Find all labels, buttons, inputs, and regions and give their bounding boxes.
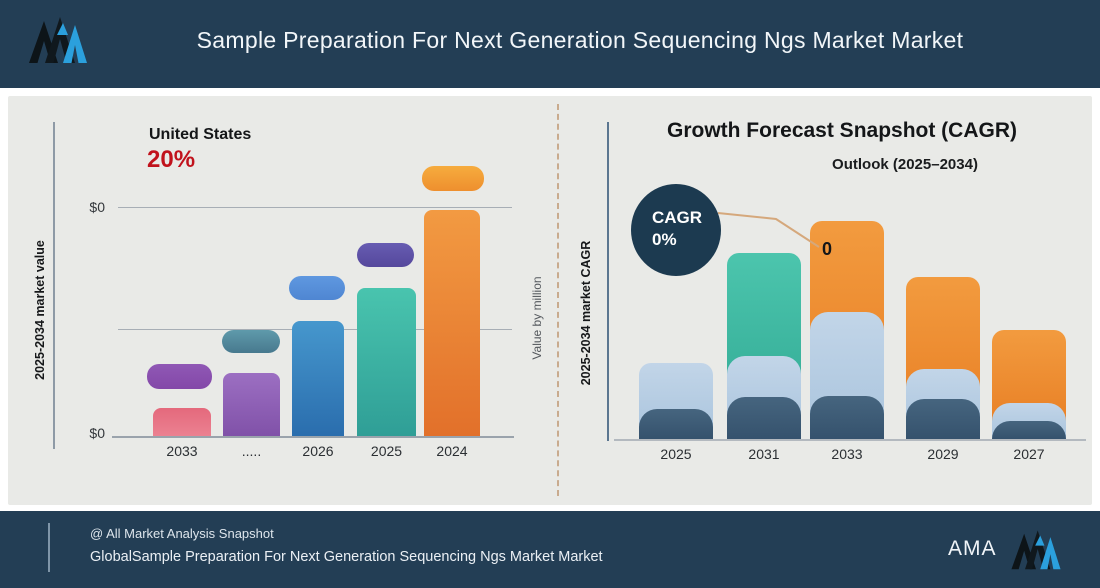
x-tick-label: 2031 xyxy=(748,446,780,462)
floating-cap-2025 xyxy=(357,243,414,267)
left-chart-title: United States xyxy=(149,126,252,143)
left-chart-x-axis xyxy=(112,436,514,438)
page-title: Sample Preparation For Next Generation S… xyxy=(196,27,964,53)
stack-segment-2029-navy xyxy=(906,399,980,439)
left-chart-y-axis xyxy=(53,122,55,449)
footer-ama-logo-icon xyxy=(1011,530,1061,570)
footer-tagline: @ All Market Analysis Snapshot xyxy=(90,526,274,541)
x-tick-label: 2025 xyxy=(660,446,692,462)
cagr-badge: CAGR 0% xyxy=(631,184,721,276)
footer-brand-text: AMA xyxy=(948,537,997,560)
footer-divider xyxy=(48,523,50,572)
right-chart-y-axis xyxy=(607,122,609,441)
y-tick-label-bottom: $0 xyxy=(89,425,105,441)
gridline-top xyxy=(118,207,512,208)
value-bar-2025 xyxy=(357,288,416,437)
panel-divider xyxy=(557,104,559,496)
value-bar-..... xyxy=(223,373,280,437)
x-tick-label: 2026 xyxy=(302,443,334,459)
ama-logo-icon xyxy=(29,17,87,63)
us-highlight: 20% xyxy=(147,146,196,173)
right-chart-title: Growth Forecast Snapshot (CAGR) xyxy=(666,119,1018,142)
floating-cap-2024 xyxy=(422,166,484,191)
y-tick-label-top: $0 xyxy=(89,199,105,215)
value-bar-2033 xyxy=(153,408,211,437)
footer-report-title: GlobalSample Preparation For Next Genera… xyxy=(90,549,603,565)
right-chart-subtitle: Outlook (2025–2034) xyxy=(832,156,978,173)
value-by-million-label: Value by million xyxy=(530,276,544,360)
left-chart-y-axis-label: 2025-2034 market value xyxy=(33,240,47,380)
x-tick-label: 2033 xyxy=(831,446,863,462)
x-tick-label: 2025 xyxy=(370,443,403,459)
floating-cap-2033 xyxy=(147,364,212,389)
x-tick-label: ..... xyxy=(241,443,262,459)
x-tick-label: 2024 xyxy=(436,443,468,459)
x-tick-label: 2029 xyxy=(927,446,959,462)
stack-segment-2033-navy xyxy=(810,396,884,439)
x-tick-label: 2027 xyxy=(1013,446,1045,462)
stack-segment-2027-navy xyxy=(992,421,1066,439)
value-bar-2026 xyxy=(292,321,344,437)
cagr-badge-value: 0% xyxy=(652,230,677,250)
x-tick-label: 2033 xyxy=(166,443,198,459)
stack-segment-2031-navy xyxy=(727,397,801,439)
footer xyxy=(0,511,1100,588)
value-bar-2024 xyxy=(424,210,480,437)
floating-cap-2026 xyxy=(289,276,345,300)
cagr-annotation: 0 xyxy=(822,239,833,259)
header: Sample Preparation For Next Generation S… xyxy=(0,0,1100,88)
right-chart-x-axis xyxy=(614,439,1086,441)
floating-cap-..... xyxy=(222,330,280,353)
cagr-badge-label: CAGR xyxy=(652,208,703,227)
right-chart-y-axis-label: 2025-2034 market CAGR xyxy=(579,240,593,386)
stack-segment-2025-navy xyxy=(639,409,713,439)
